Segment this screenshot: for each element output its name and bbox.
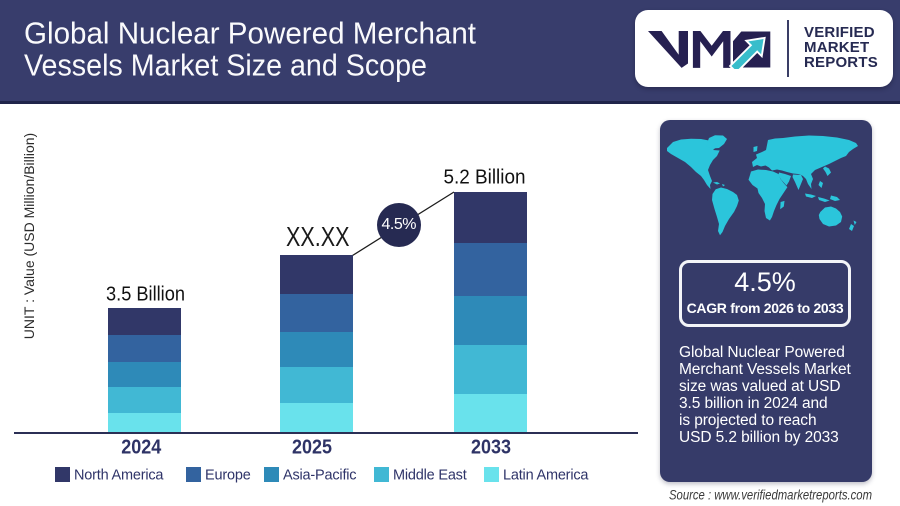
svg-text:Global Nuclear Powered Merchan: Global Nuclear Powered Merchant <box>24 16 476 51</box>
svg-text:3.5 Billion: 3.5 Billion <box>106 284 185 306</box>
svg-text:2025: 2025 <box>292 437 332 459</box>
svg-text:Source : www.verifiedmarketrep: Source : www.verifiedmarketreports.com <box>669 488 872 503</box>
svg-text:5.2 Billion: 5.2 Billion <box>444 167 526 189</box>
svg-text:2033: 2033 <box>471 437 511 459</box>
svg-text:Vessels Market Size and Scope: Vessels Market Size and Scope <box>24 48 427 83</box>
svg-text:XX.XX: XX.XX <box>286 221 350 252</box>
svg-text:2024: 2024 <box>121 437 162 459</box>
